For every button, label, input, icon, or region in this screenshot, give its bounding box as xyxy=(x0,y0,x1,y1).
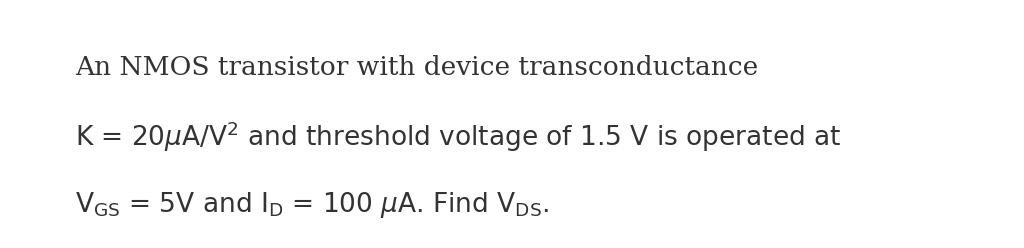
Text: V$_{\mathrm{GS}}$ = 5V and I$_{\mathrm{D}}$ = 100 $\mu$A. Find V$_{\mathrm{DS}}$: V$_{\mathrm{GS}}$ = 5V and I$_{\mathrm{D… xyxy=(75,190,549,220)
Text: An NMOS transistor with device transconductance: An NMOS transistor with device transcond… xyxy=(75,55,758,80)
Text: K = 20$\mu$A/V$^2$ and threshold voltage of 1.5 V is operated at: K = 20$\mu$A/V$^2$ and threshold voltage… xyxy=(75,120,842,155)
